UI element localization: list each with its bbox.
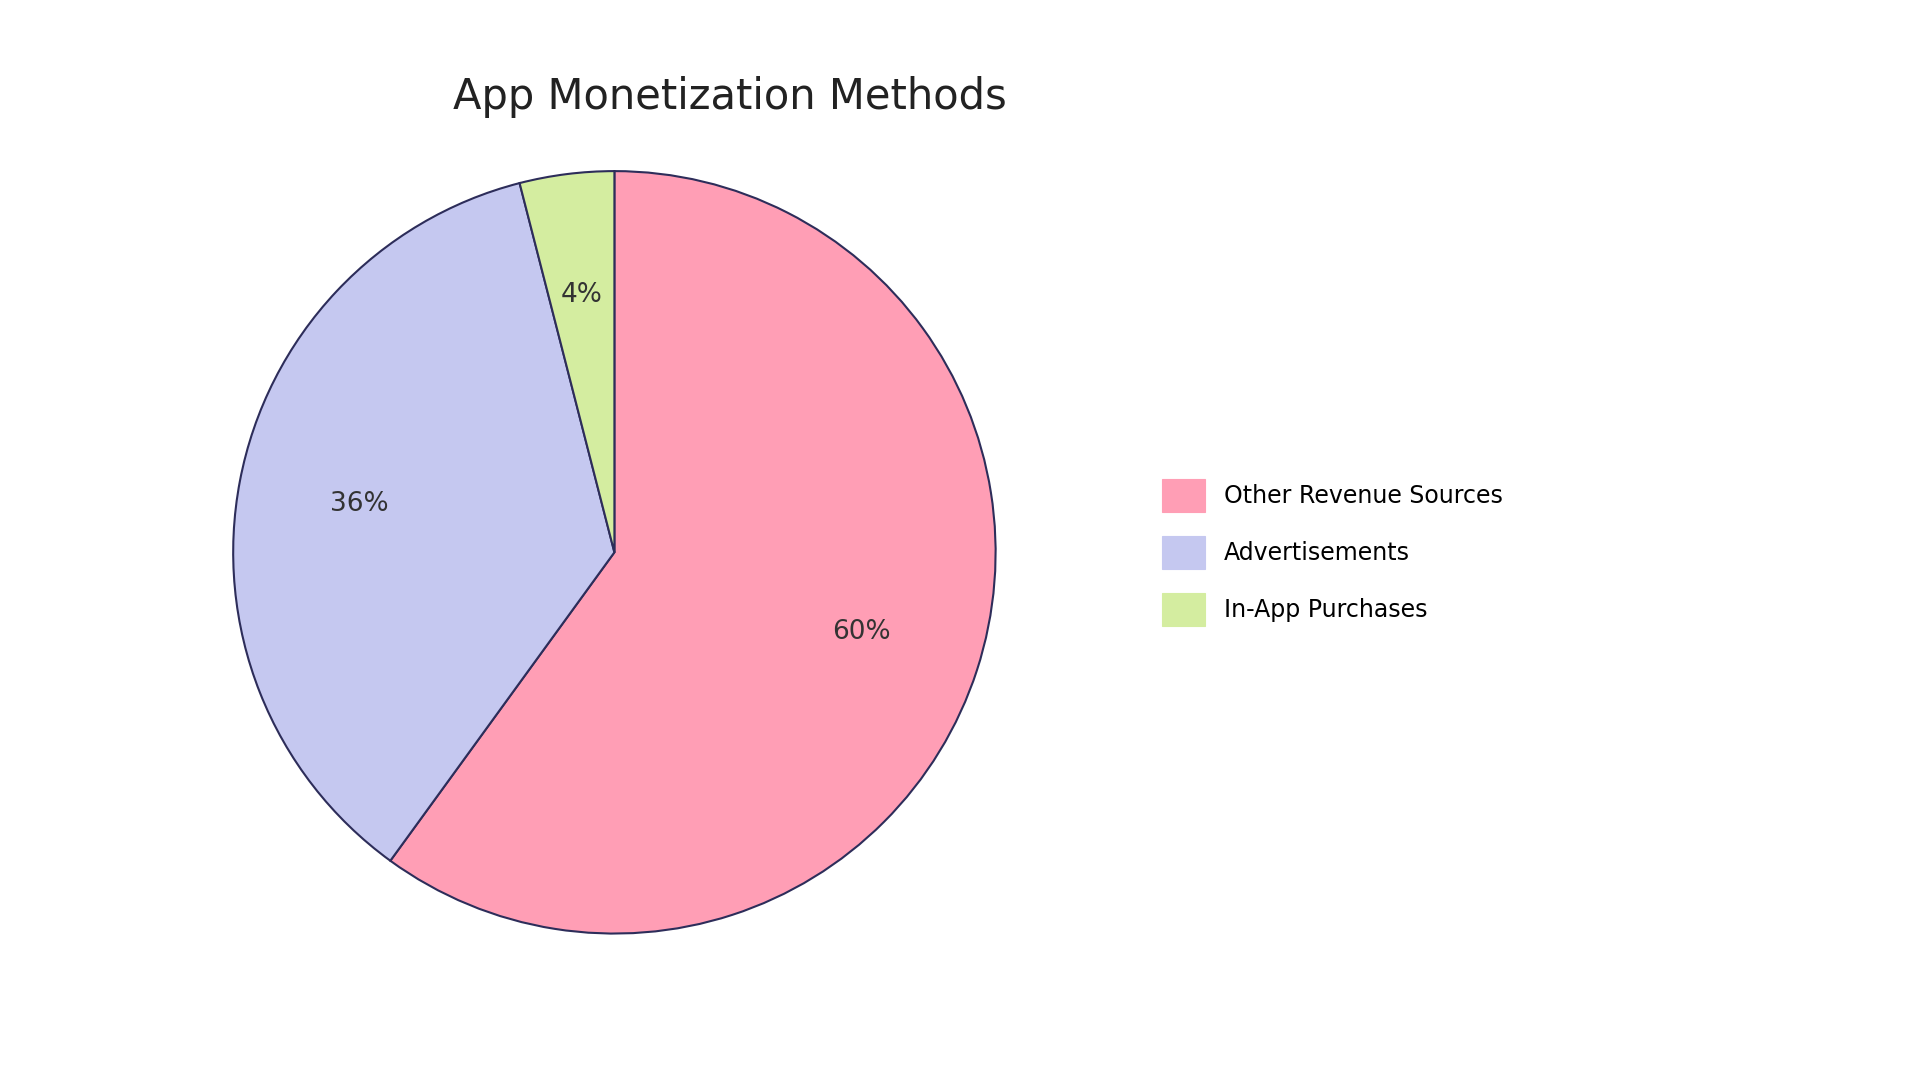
Wedge shape [390,171,996,934]
Text: 4%: 4% [561,283,603,309]
Text: App Monetization Methods: App Monetization Methods [453,76,1006,118]
Text: 36%: 36% [330,491,390,517]
Legend: Other Revenue Sources, Advertisements, In-App Purchases: Other Revenue Sources, Advertisements, I… [1150,467,1515,638]
Wedge shape [520,171,614,552]
Wedge shape [232,183,614,861]
Text: 60%: 60% [831,619,891,645]
